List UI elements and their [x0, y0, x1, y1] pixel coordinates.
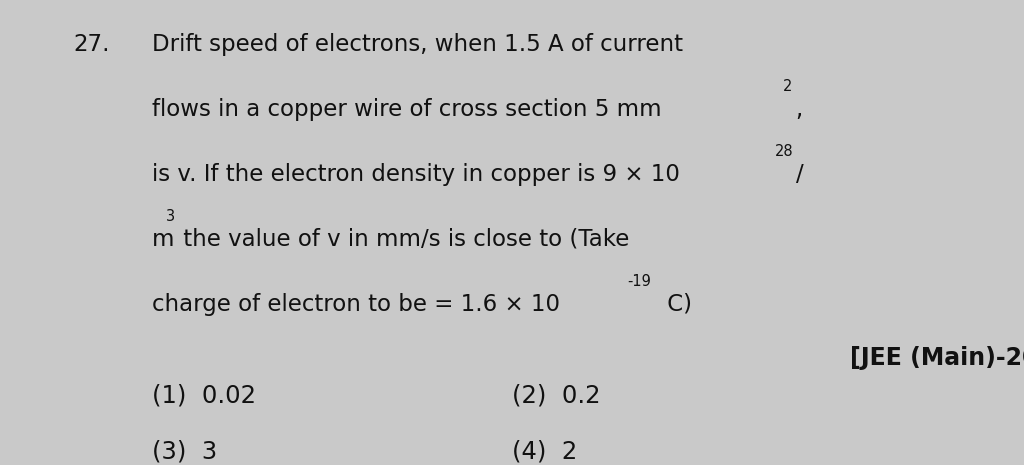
- Text: C): C): [660, 293, 692, 316]
- Text: 2: 2: [783, 79, 793, 94]
- Text: 28: 28: [775, 144, 794, 159]
- Text: 3: 3: [166, 209, 175, 224]
- Text: (3)  3: (3) 3: [152, 439, 217, 464]
- Text: m: m: [152, 228, 174, 251]
- Text: is v. If the electron density in copper is 9 × 10: is v. If the electron density in copper …: [152, 163, 680, 186]
- Text: 27.: 27.: [74, 33, 111, 55]
- Text: Drift speed of electrons, when 1.5 A of current: Drift speed of electrons, when 1.5 A of …: [152, 33, 683, 55]
- Text: ,: ,: [796, 98, 803, 120]
- Text: charge of electron to be = 1.6 × 10: charge of electron to be = 1.6 × 10: [152, 293, 559, 316]
- Text: /: /: [796, 163, 804, 186]
- Text: flows in a copper wire of cross section 5 mm: flows in a copper wire of cross section …: [152, 98, 662, 120]
- Text: (2)  0.2: (2) 0.2: [512, 384, 600, 408]
- Text: -19: -19: [628, 274, 651, 289]
- Text: (4)  2: (4) 2: [512, 439, 578, 464]
- Text: (1)  0.02: (1) 0.02: [152, 384, 256, 408]
- Text: the value of v in mm/s is close to (Take: the value of v in mm/s is close to (Take: [176, 228, 630, 251]
- Text: [JEE (Main)-2019]: [JEE (Main)-2019]: [850, 346, 1024, 371]
